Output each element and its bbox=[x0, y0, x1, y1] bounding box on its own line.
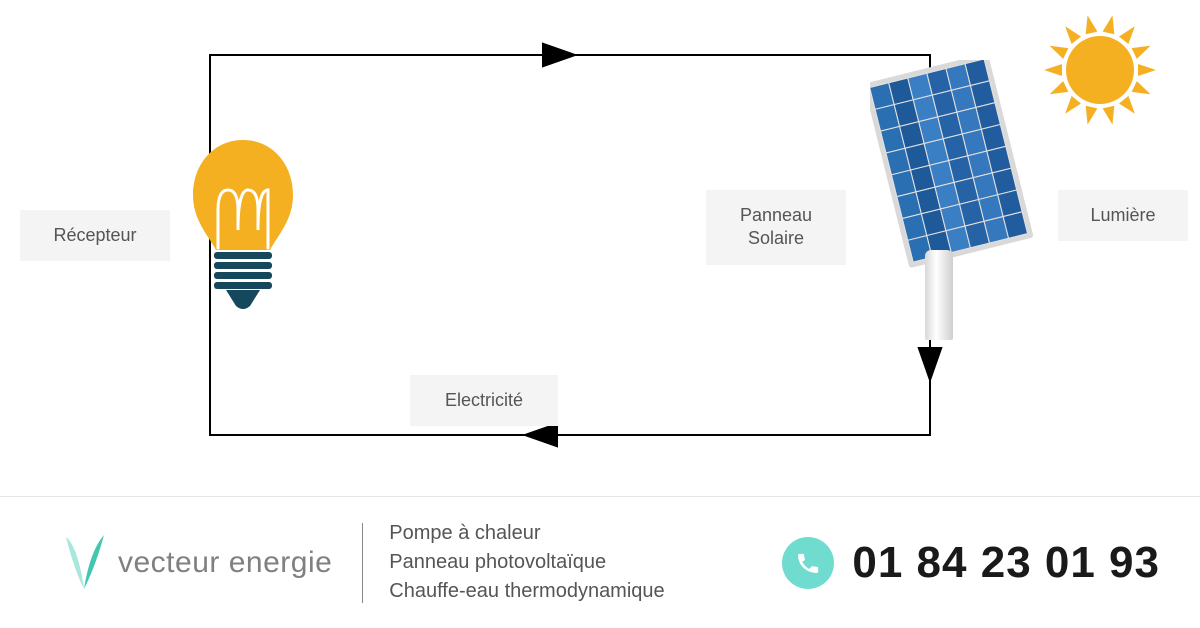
service-line: Chauffe-eau thermodynamique bbox=[389, 577, 664, 606]
sun-icon bbox=[1020, 0, 1180, 150]
service-line: Panneau photovoltaïque bbox=[389, 548, 664, 577]
solar-panel-cells bbox=[870, 60, 1040, 280]
service-line: Pompe à chaleur bbox=[389, 519, 664, 548]
solar-panel-pole bbox=[925, 250, 953, 340]
solar-panel-icon bbox=[870, 60, 1040, 285]
vecteur-logo-icon bbox=[60, 533, 108, 593]
brand-logo: vecteur energie bbox=[60, 533, 332, 593]
phone-icon-circle bbox=[782, 537, 834, 589]
label-electricite: Electricité bbox=[410, 375, 558, 426]
phone-number: 01 84 23 01 93 bbox=[852, 538, 1160, 588]
lightbulb-icon bbox=[178, 130, 308, 330]
label-recepteur: Récepteur bbox=[20, 210, 170, 261]
solar-circuit-diagram: Récepteur Panneau Solaire Lumière Electr… bbox=[0, 0, 1200, 500]
label-lumiere: Lumière bbox=[1058, 190, 1188, 241]
label-panneau-solaire: Panneau Solaire bbox=[706, 190, 846, 265]
phone-icon bbox=[795, 550, 821, 576]
services-list: Pompe à chaleur Panneau photovoltaïque C… bbox=[389, 519, 664, 606]
brand-name: vecteur energie bbox=[118, 546, 332, 580]
footer-bar: vecteur energie Pompe à chaleur Panneau … bbox=[0, 496, 1200, 628]
vertical-divider bbox=[362, 523, 363, 603]
phone-block: 01 84 23 01 93 bbox=[782, 537, 1160, 589]
